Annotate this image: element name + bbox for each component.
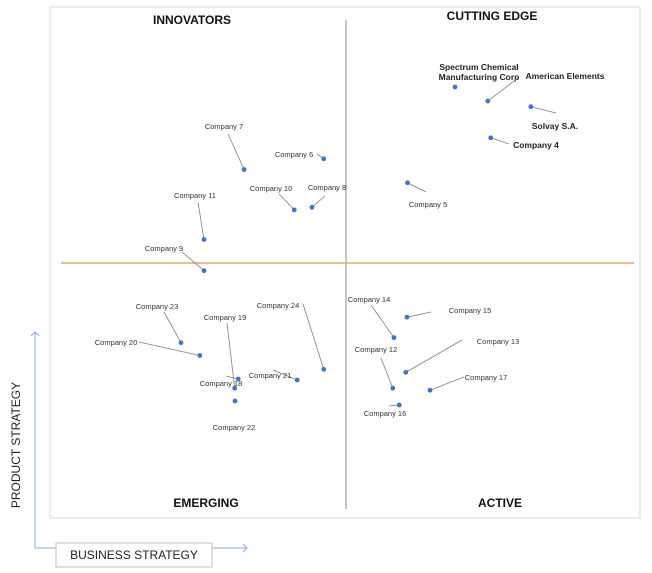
- leader-line-company-20: [138, 341, 200, 356]
- point-label-spectrum-chemical-manufacturing-corp: Spectrum Chemical Manufacturing Corp: [439, 62, 520, 82]
- point-company-20: [197, 353, 203, 358]
- point-company-13: [403, 369, 409, 375]
- leader-line-american-elements: [487, 77, 519, 102]
- point-company-8: [309, 204, 315, 210]
- leader-line-company-5: [407, 182, 427, 193]
- point-company-14: [391, 335, 397, 341]
- leader-line-solvay-s-a: [530, 106, 557, 114]
- point-label-company-20: Company 20: [95, 338, 138, 347]
- point-company-7: [241, 167, 247, 172]
- point-company-24: [321, 366, 327, 372]
- point-label-company-14: Company 14: [348, 295, 391, 304]
- point-label-solvay-s-a: Solvay S.A.: [532, 121, 578, 131]
- point-label-company-16: Company 16: [364, 409, 407, 418]
- leader-line-company-15: [406, 311, 432, 318]
- x-axis-title: BUSINESS STRATEGY: [70, 548, 198, 562]
- x-axis-title-box: [55, 542, 213, 568]
- point-label-company-5: Company 5: [409, 200, 447, 209]
- leader-line-company-11: [197, 201, 205, 240]
- point-company-12: [390, 385, 396, 391]
- point-label-company-15: Company 15: [449, 306, 492, 315]
- quadrant-label-active: ACTIVE: [478, 496, 522, 510]
- point-company-17: [427, 387, 433, 393]
- leader-line-company-14: [370, 304, 395, 338]
- point-company-19: [232, 385, 238, 391]
- point-label-company-17: Company 17: [465, 373, 508, 382]
- point-label-company-7: Company 7: [205, 122, 243, 131]
- points-layer: Spectrum Chemical Manufacturing Corp Ameri…: [95, 62, 605, 432]
- point-label-company-18: Company 18: [200, 379, 243, 388]
- point-company-15: [404, 314, 410, 320]
- point-company-16: [396, 402, 402, 408]
- leader-line-company-23: [163, 311, 182, 343]
- leader-line-company-24: [302, 303, 325, 370]
- point-label-company-24: Company 24: [257, 301, 300, 310]
- leader-line-company-19: [226, 322, 236, 389]
- point-company-6: [321, 156, 327, 162]
- point-label-company-13: Company 13: [477, 337, 520, 346]
- leader-line-company-13: [405, 339, 463, 373]
- point-spectrum-chemical-manufacturing-corp: [452, 84, 458, 90]
- quadrant-label-innovators: INNOVATORS: [153, 13, 231, 27]
- point-label-company-11: Company 11: [174, 191, 216, 200]
- point-company-23: [178, 340, 184, 346]
- point-label-company-6: Company 6: [275, 150, 313, 159]
- leader-line-company-12: [380, 357, 394, 389]
- point-label-company-21: Company 21: [249, 371, 292, 380]
- point-label-company-10: Company 10: [250, 184, 293, 193]
- leader-line-company-4: [490, 137, 510, 145]
- quadrant-label-emerging: EMERGING: [173, 496, 238, 510]
- point-company-10: [291, 207, 297, 213]
- point-company-21: [294, 377, 300, 383]
- leader-line-company-10: [278, 193, 295, 211]
- point-american-elements: [485, 98, 491, 104]
- point-label-company-9: Company 9: [145, 244, 183, 253]
- point-label-company-4: Company 4: [513, 140, 559, 150]
- point-company-11: [201, 237, 207, 242]
- leader-line-company-9: [181, 251, 205, 271]
- point-company-18: [235, 376, 241, 382]
- point-label-company-19: Company 19: [204, 313, 247, 322]
- point-company-9: [201, 268, 207, 274]
- point-label-company-8: Company 8: [308, 183, 346, 192]
- point-label-company-23: Company 23: [136, 302, 179, 311]
- point-solvay-s-a: [528, 104, 534, 110]
- leader-line-company-8: [311, 195, 326, 208]
- point-company-5: [405, 180, 410, 186]
- quadrant-label-cutting-edge: CUTTING EDGE: [447, 9, 538, 23]
- leader-line-company-21: [272, 369, 298, 381]
- y-axis-title: PRODUCT STRATEGY: [9, 382, 23, 508]
- point-company-22: [232, 398, 238, 404]
- point-label-american-elements: American Elements: [526, 71, 605, 81]
- point-company-4: [488, 135, 494, 141]
- point-label-company-12: Company 12: [355, 345, 398, 354]
- leader-line-company-17: [429, 376, 465, 391]
- point-label-company-22: Company 22: [213, 423, 256, 432]
- leader-line-company-7: [227, 133, 245, 170]
